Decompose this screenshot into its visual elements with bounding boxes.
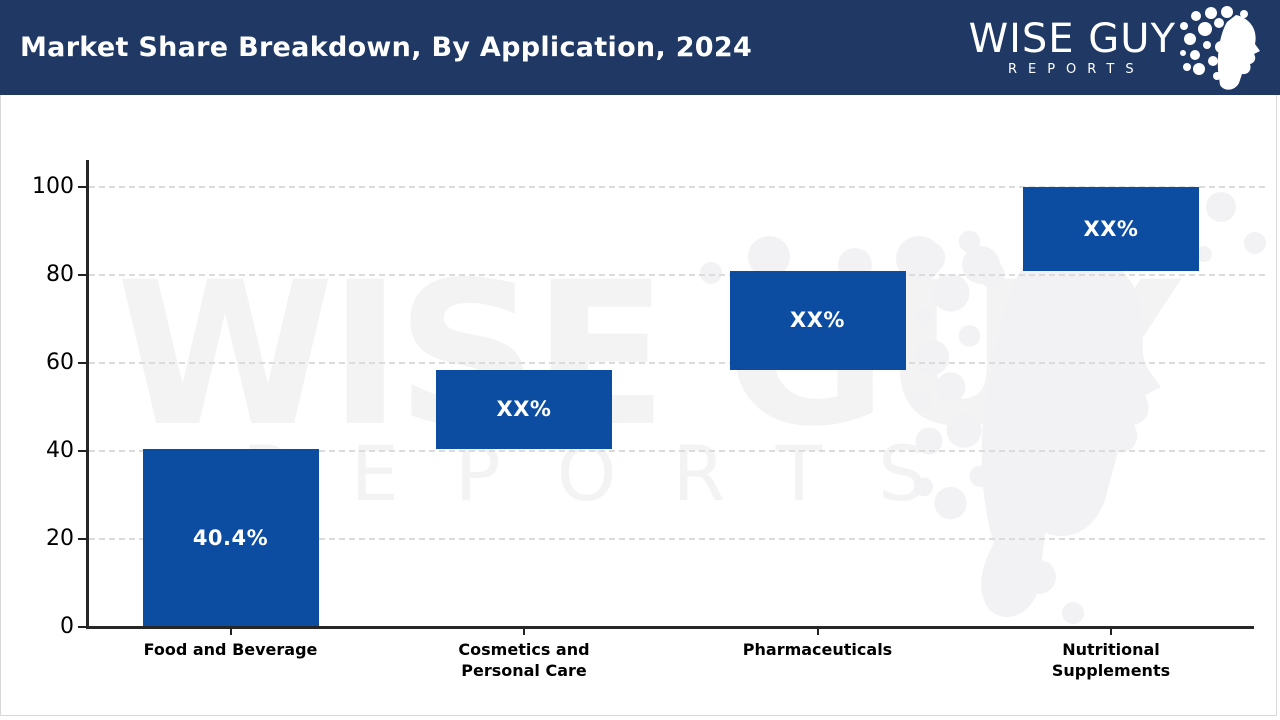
y-tick-label: 40 (46, 438, 74, 463)
bar-value-label: XX% (496, 397, 552, 422)
x-category-label: Food and Beverage (143, 640, 318, 659)
gridline (89, 362, 1265, 364)
y-tick-label: 20 (46, 526, 74, 551)
x-category-label: Cosmetics and Personal Care (458, 640, 590, 680)
brand-face-icon (1176, 5, 1262, 90)
watermark-dot (1022, 560, 1056, 594)
x-category-label: Nutritional Supplements (1051, 640, 1171, 680)
gridline (89, 538, 1265, 540)
x-tick (1110, 627, 1112, 635)
bar-value-label: XX% (1083, 216, 1139, 241)
gridline (89, 186, 1265, 188)
y-tick (78, 274, 87, 276)
watermark-dot (1196, 246, 1212, 262)
watermark-dot (1206, 192, 1236, 222)
x-tick (229, 627, 232, 635)
bar-segment: 40.4% (142, 449, 319, 627)
watermark-dot (1244, 232, 1266, 254)
watermark-dot (700, 262, 722, 284)
x-tick (816, 627, 819, 635)
gridline (89, 274, 1265, 276)
brand-logo-text: WISE GUY REPORTS (969, 19, 1176, 77)
watermark-dot (962, 246, 1000, 284)
y-tick-label: 80 (46, 262, 74, 287)
x-tick (523, 627, 525, 635)
header-band: Market Share Breakdown, By Application, … (0, 0, 1280, 95)
y-tick-label: 100 (32, 174, 74, 199)
x-axis-line (86, 626, 1254, 629)
bar-segment: XX% (729, 270, 906, 370)
y-tick (78, 538, 87, 540)
bar-segment: XX% (1023, 187, 1199, 271)
watermark-sub-text: REPORTS (242, 429, 983, 518)
watermark-face-graphic (910, 228, 1180, 642)
bar-value-label: 40.4% (192, 526, 269, 551)
y-tick-label: 0 (60, 614, 74, 639)
y-tick-label: 60 (46, 350, 74, 375)
bar-value-label: XX% (790, 308, 845, 333)
x-category-label: Pharmaceuticals (742, 640, 893, 659)
y-tick (78, 626, 87, 628)
gridline (89, 450, 1265, 452)
brand-logo: WISE GUY REPORTS (969, 5, 1262, 90)
brand-subtitle: REPORTS (1007, 61, 1145, 77)
y-tick (78, 450, 87, 452)
watermark-dot (1062, 602, 1084, 624)
y-tick (78, 362, 87, 364)
y-tick (78, 186, 87, 188)
page-title: Market Share Breakdown, By Application, … (20, 32, 753, 63)
brand-name: WISE GUY (968, 15, 1176, 62)
y-axis-line (86, 160, 89, 629)
bar-segment: XX% (436, 369, 612, 450)
